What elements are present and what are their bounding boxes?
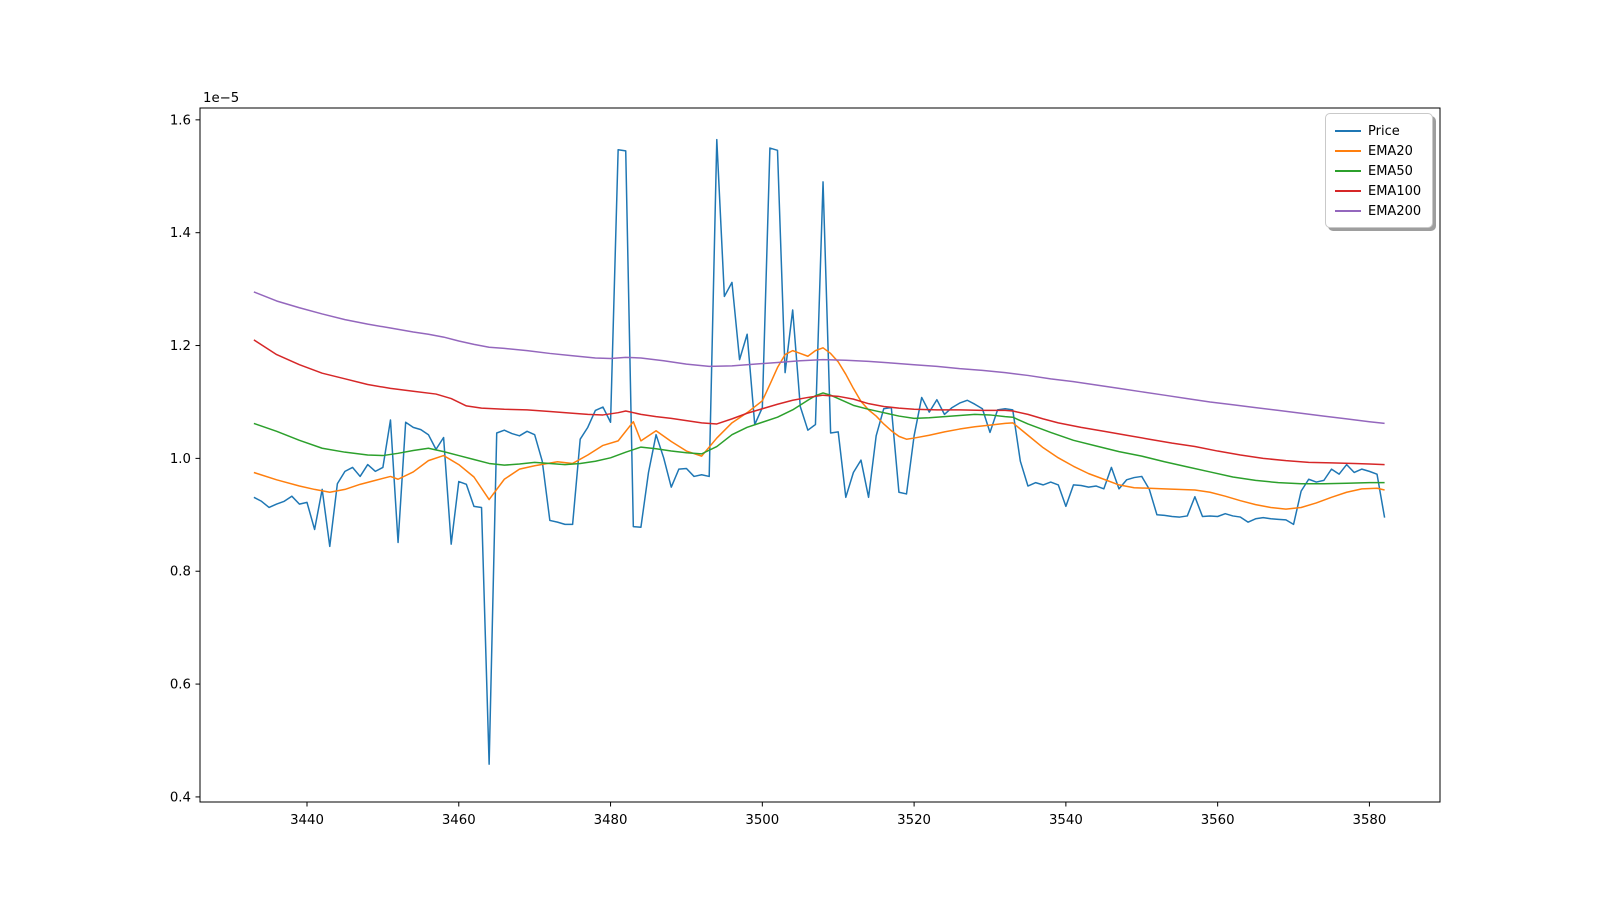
legend-item-ema200: EMA200: [1335, 201, 1423, 221]
x-tick-label: 3460: [442, 813, 476, 828]
series-line-price: [253, 138, 1386, 765]
x-tick-label: 3560: [1201, 813, 1235, 828]
axes-frame: [199, 107, 1441, 803]
legend-line-sample-price: [1335, 130, 1361, 132]
y-tick-label: 1.6: [170, 113, 191, 128]
series-line-ema50: [253, 392, 1385, 485]
legend-line-sample-ema50: [1335, 170, 1361, 172]
legend-item-ema50: EMA50: [1335, 161, 1423, 181]
legend-item-ema20: EMA20: [1335, 141, 1423, 161]
legend-label: EMA200: [1368, 203, 1422, 219]
x-tick-label: 3500: [745, 813, 779, 828]
legend-label: Price: [1368, 123, 1400, 139]
legend-label: EMA50: [1368, 163, 1413, 179]
x-tick-label: 3580: [1353, 813, 1387, 828]
series-line-ema20: [253, 347, 1385, 510]
series-line-ema100: [253, 339, 1385, 466]
legend-item-price: Price: [1335, 121, 1423, 141]
legend-line-sample-ema200: [1335, 210, 1361, 212]
legend-box: Price EMA20 EMA50 EMA100 EMA200: [1325, 113, 1433, 228]
y-tick-label: 1.4: [170, 226, 191, 241]
legend-line-sample-ema100: [1335, 190, 1361, 192]
x-tick-label: 3520: [897, 813, 931, 828]
x-tick-label: 3440: [290, 813, 324, 828]
y-tick-label: 0.8: [170, 565, 191, 580]
x-tick-label: 3480: [594, 813, 628, 828]
y-tick-label: 0.4: [170, 790, 191, 805]
legend-label: EMA100: [1368, 183, 1422, 199]
y-tick-label: 1.0: [170, 452, 191, 467]
y-tick-label: 0.6: [170, 678, 191, 693]
legend-item-ema100: EMA100: [1335, 181, 1423, 201]
y-tick-label: 1.2: [170, 339, 191, 354]
x-tick-label: 3540: [1049, 813, 1083, 828]
y-axis-offset-label: 1e−5: [203, 91, 239, 106]
series-line-ema200: [253, 291, 1385, 425]
legend-label: EMA20: [1368, 143, 1413, 159]
legend-line-sample-ema20: [1335, 150, 1361, 152]
